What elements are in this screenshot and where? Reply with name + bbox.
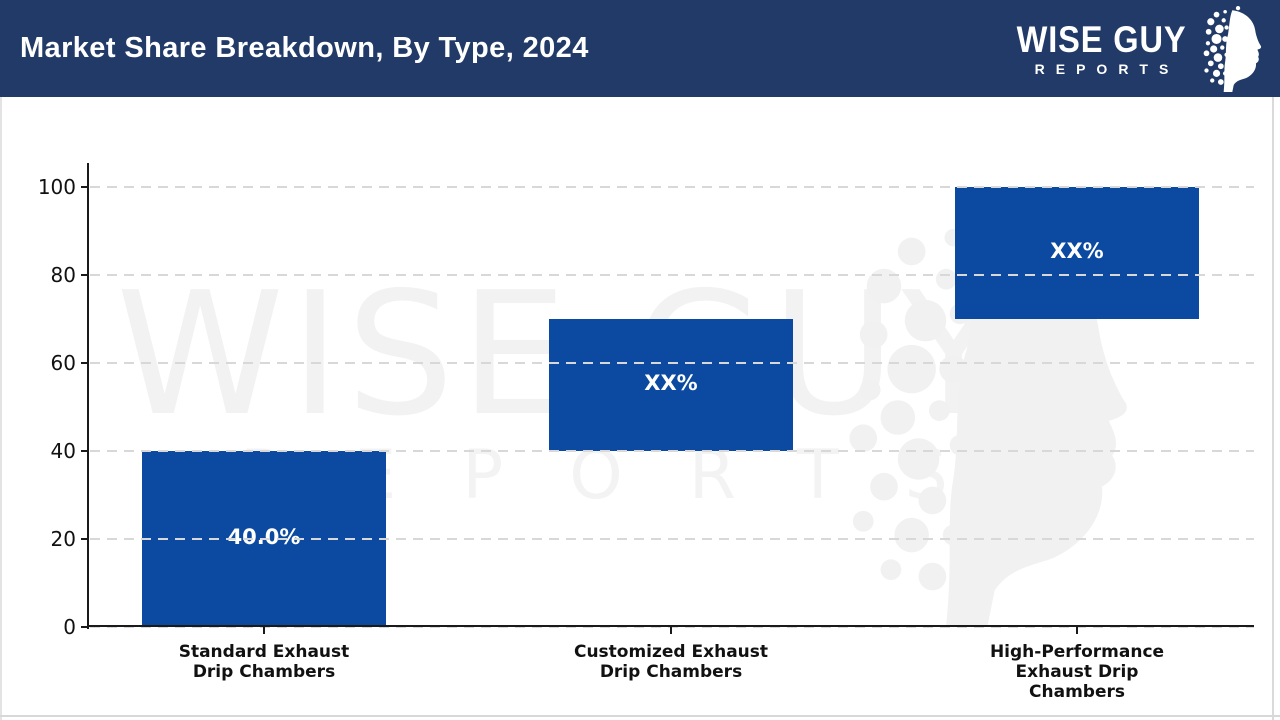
logo-text: WISE GUY REPORTS (1005, 19, 1198, 78)
frame-border-right (1272, 97, 1274, 720)
gridline-20 (90, 538, 1254, 540)
y-tick-label-80: 80 (50, 263, 76, 287)
logo-wiseguy-label: WISE GUY (1016, 19, 1187, 60)
x-tick-mark-3 (1076, 627, 1078, 634)
gridline-80 (90, 274, 1254, 276)
category-label-1: Standard Exhaust Drip Chambers (104, 642, 424, 682)
gridline-40 (90, 450, 1254, 452)
x-tick-mark-1 (263, 627, 265, 634)
header: Market Share Breakdown, By Type, 2024 WI… (0, 0, 1280, 97)
bar-value-label-1: 40.0% (227, 525, 301, 549)
y-tick-label-100: 100 (37, 175, 76, 199)
logo-face-icon (1203, 6, 1262, 92)
bar-3: XX% (955, 187, 1199, 319)
category-label-3: High-Performance Exhaust Drip Chambers (917, 642, 1237, 702)
y-tick-label-40: 40 (50, 439, 76, 463)
bar-2: XX% (549, 319, 793, 451)
gridline-0 (90, 626, 1254, 628)
y-tick-mark-40 (81, 450, 88, 452)
category-label-line: Exhaust Drip (1015, 662, 1139, 682)
category-label-line: Standard Exhaust (178, 642, 350, 662)
y-tick-label-60: 60 (50, 351, 76, 375)
category-label-line: Chambers (1029, 682, 1125, 702)
category-label-line: High-Performance (989, 642, 1165, 662)
bar-value-label-3: XX% (1050, 239, 1104, 263)
gridline-60 (90, 362, 1254, 364)
frame-border-left (0, 97, 2, 720)
y-tick-label-0: 0 (63, 615, 76, 639)
frame-border-bottom (0, 715, 1280, 717)
y-tick-mark-80 (81, 274, 88, 276)
gridline-100 (90, 186, 1254, 188)
category-label-line: Drip Chambers (599, 662, 743, 682)
y-tick-mark-100 (81, 186, 88, 188)
y-tick-label-20: 20 (50, 527, 76, 551)
y-axis-line (87, 163, 89, 629)
bar-value-label-2: XX% (644, 371, 698, 395)
category-label-line: Customized Exhaust (573, 642, 769, 662)
logo-reports-label: REPORTS (1034, 61, 1180, 77)
page-title: Market Share Breakdown, By Type, 2024 (20, 32, 589, 64)
category-label-line: Drip Chambers (192, 662, 336, 682)
x-axis-line (87, 625, 1254, 627)
wiseguy-logo: WISE GUY REPORTS (1005, 4, 1272, 94)
x-tick-mark-2 (670, 627, 672, 634)
y-tick-mark-0 (81, 626, 88, 628)
y-tick-mark-60 (81, 362, 88, 364)
category-label-2: Customized Exhaust Drip Chambers (511, 642, 831, 682)
y-tick-mark-20 (81, 538, 88, 540)
